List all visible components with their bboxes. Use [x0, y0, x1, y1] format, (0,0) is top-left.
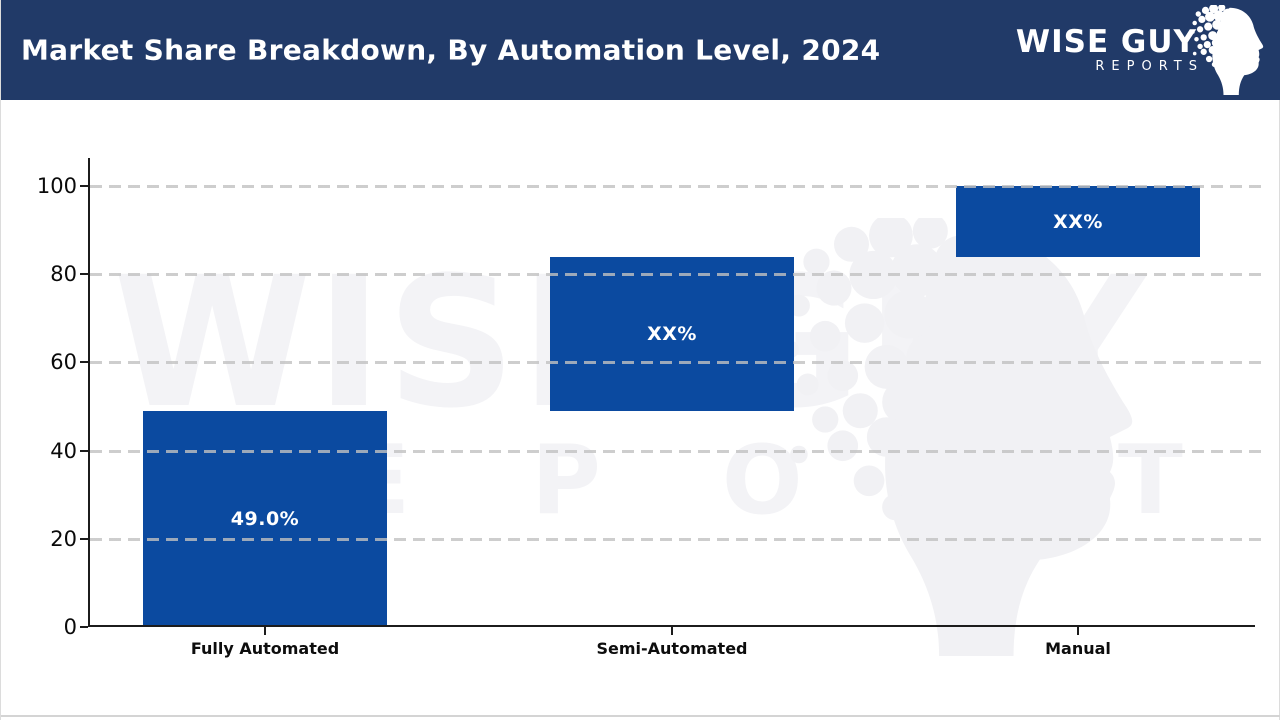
bottom-divider [1, 715, 1280, 717]
logo-head-icon [1185, 5, 1271, 95]
y-axis-tick-label: 80 [50, 262, 77, 287]
gridline [90, 185, 1263, 188]
logo-wiseguy-label: WISE GUY [1015, 23, 1197, 60]
y-axis-tick-label: 40 [50, 438, 77, 463]
y-axis-tick [80, 449, 88, 452]
y-axis-tick-label: 60 [50, 350, 77, 375]
y-axis-tick [80, 537, 88, 540]
bar-semi-automated: XX% [550, 257, 794, 411]
gridline [90, 449, 1263, 453]
wise-guy-reports-logo: WISE GUY REPORTS [1016, 4, 1271, 96]
bar-manual: XX% [956, 186, 1200, 257]
y-axis-tick-label: 0 [63, 615, 77, 639]
y-axis-tick [80, 273, 88, 276]
bar-fully-automated: 49.0% [143, 411, 387, 627]
x-axis-tick [1077, 627, 1079, 635]
y-axis-tick-label: 100 [36, 174, 77, 198]
y-axis-tick [80, 185, 88, 187]
logo-text: WISE GUY REPORTS [1016, 26, 1197, 75]
x-axis-line [88, 625, 1255, 627]
y-axis-line [88, 158, 90, 627]
x-category-label: Manual [1045, 639, 1111, 658]
header-bar: Market Share Breakdown, By Automation Le… [1, 0, 1280, 100]
x-axis-tick [671, 627, 673, 635]
gridline [90, 273, 1263, 277]
y-axis-tick [80, 626, 88, 628]
bar-value-label: 49.0% [230, 508, 300, 530]
gridline [90, 537, 1263, 541]
chart-plot-area: 0 20 40 60 80 100 49.0% XX% XX% Fully Automated Se… [1, 100, 1280, 720]
bar-value-label: XX% [1053, 210, 1103, 233]
page-title: Market Share Breakdown, By Automation Le… [21, 33, 881, 67]
x-category-label: Fully Automated [190, 639, 340, 658]
x-axis-tick [264, 627, 266, 635]
y-axis-tick [80, 361, 88, 364]
gridline [90, 361, 1263, 365]
y-axis-tick-label: 20 [50, 526, 77, 551]
bar-value-label: XX% [647, 323, 697, 345]
logo-reports-label: REPORTS [1095, 59, 1204, 75]
x-category-label: Semi-Automated [596, 639, 748, 658]
